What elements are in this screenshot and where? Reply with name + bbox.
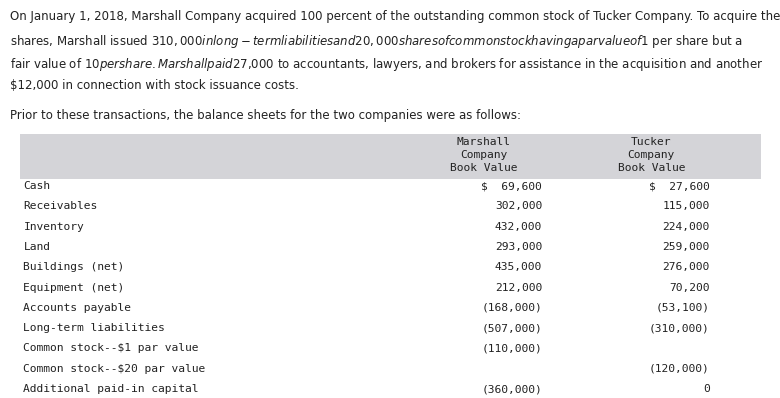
Text: (110,000): (110,000) <box>481 343 542 353</box>
Text: Tucker
Company
Book Value: Tucker Company Book Value <box>618 137 685 173</box>
Text: fair value of $10 per share. Marshall paid $27,000 to accountants, lawyers, and : fair value of $10 per share. Marshall pa… <box>10 56 764 73</box>
Text: (310,000): (310,000) <box>649 323 710 333</box>
Text: 212,000: 212,000 <box>495 283 542 293</box>
Text: Accounts payable: Accounts payable <box>23 303 131 313</box>
FancyBboxPatch shape <box>20 134 760 179</box>
Text: (120,000): (120,000) <box>649 364 710 374</box>
Text: Cash: Cash <box>23 181 51 191</box>
Text: Equipment (net): Equipment (net) <box>23 283 125 293</box>
Text: 276,000: 276,000 <box>662 262 710 272</box>
Text: $  69,600: $ 69,600 <box>481 181 542 191</box>
Text: Buildings (net): Buildings (net) <box>23 262 125 272</box>
Text: 259,000: 259,000 <box>662 242 710 252</box>
Text: 0: 0 <box>703 384 710 394</box>
Text: Long-term liabilities: Long-term liabilities <box>23 323 165 333</box>
Text: On January 1, 2018, Marshall Company acquired 100 percent of the outstanding com: On January 1, 2018, Marshall Company acq… <box>10 10 780 23</box>
Text: 224,000: 224,000 <box>662 222 710 232</box>
Text: 435,000: 435,000 <box>495 262 542 272</box>
Text: 70,200: 70,200 <box>669 283 710 293</box>
Text: (53,100): (53,100) <box>656 303 710 313</box>
Text: Common stock--$20 par value: Common stock--$20 par value <box>23 364 206 374</box>
Text: 432,000: 432,000 <box>495 222 542 232</box>
Text: Common stock--$1 par value: Common stock--$1 par value <box>23 343 199 353</box>
Text: shares, Marshall issued $310,000 in long-term liabilities and 20,000 shares of c: shares, Marshall issued $310,000 in long… <box>10 33 743 50</box>
Text: (507,000): (507,000) <box>481 323 542 333</box>
Text: (360,000): (360,000) <box>481 384 542 394</box>
Text: 302,000: 302,000 <box>495 201 542 211</box>
Text: 293,000: 293,000 <box>495 242 542 252</box>
Text: Receivables: Receivables <box>23 201 98 211</box>
Text: Prior to these transactions, the balance sheets for the two companies were as fo: Prior to these transactions, the balance… <box>10 109 521 123</box>
Text: Additional paid-in capital: Additional paid-in capital <box>23 384 199 394</box>
Text: (168,000): (168,000) <box>481 303 542 313</box>
Text: 115,000: 115,000 <box>662 201 710 211</box>
Text: $  27,600: $ 27,600 <box>649 181 710 191</box>
Text: Marshall
Company
Book Value: Marshall Company Book Value <box>450 137 517 173</box>
Text: Land: Land <box>23 242 51 252</box>
Text: Inventory: Inventory <box>23 222 84 232</box>
Text: $12,000 in connection with stock issuance costs.: $12,000 in connection with stock issuanc… <box>10 79 299 92</box>
